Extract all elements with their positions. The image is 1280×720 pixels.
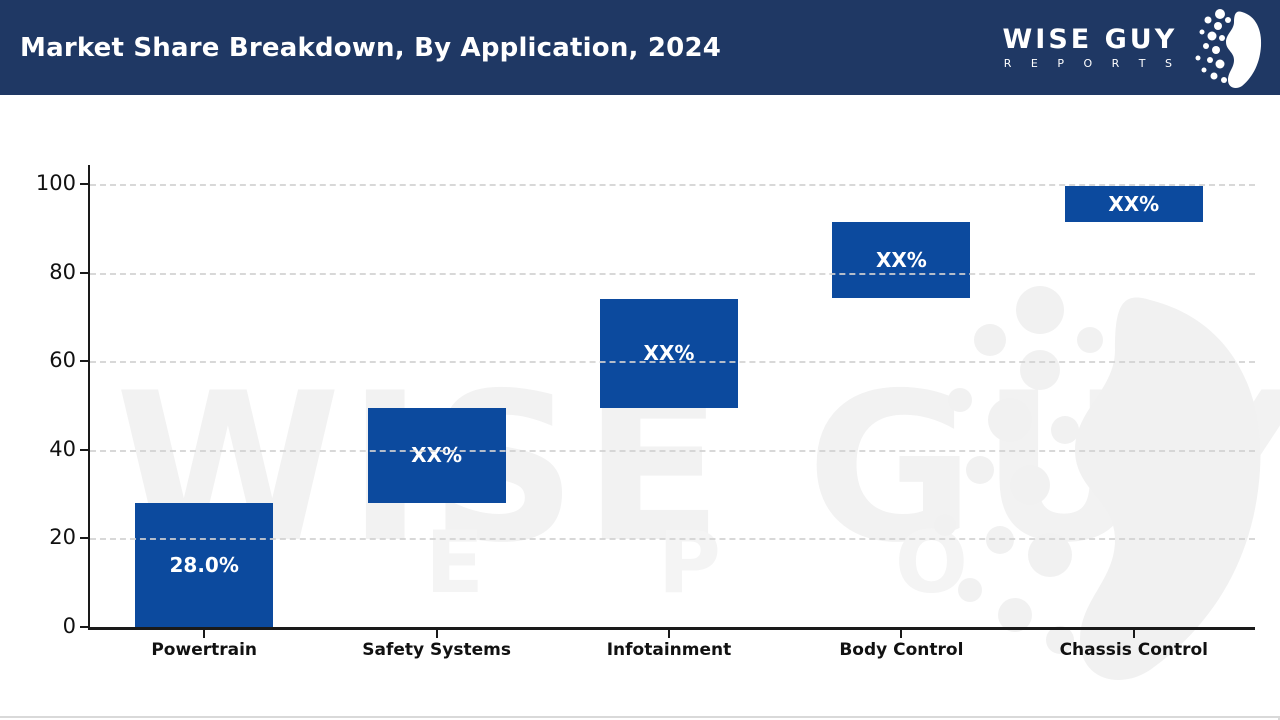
bar-label-chassis-control: XX% <box>1108 191 1160 216</box>
x-tick-mark-powertrain <box>203 630 206 638</box>
gridline-60 <box>90 361 1255 364</box>
y-tick-mark-0 <box>80 626 88 628</box>
y-axis-line <box>88 165 90 629</box>
x-tick-label-body-control: Body Control <box>839 640 964 660</box>
y-tick-label-80: 80 <box>49 259 76 284</box>
brand-subtitle: R E P O R T S <box>1003 56 1180 70</box>
brand-name: WISE GUY <box>1002 23 1178 55</box>
y-tick-label-0: 0 <box>62 614 76 638</box>
brand-wordmark: WISE GUY R E P O R T S <box>1000 26 1180 70</box>
y-tick-mark-100 <box>80 183 88 185</box>
bar-safety-systems: XX% <box>367 407 506 503</box>
bar-label-powertrain: 28.0% <box>169 552 239 577</box>
x-tick-label-safety-systems: Safety Systems <box>362 640 511 660</box>
x-tick-label-infotainment: Infotainment <box>606 640 732 660</box>
page-title: Market Share Breakdown, By Application, … <box>20 32 722 63</box>
y-tick-mark-80 <box>80 271 88 274</box>
bar-infotainment: XX% <box>600 299 738 408</box>
x-tick-mark-chassis-control <box>1132 630 1135 638</box>
gridline-80 <box>90 272 1255 275</box>
x-tick-mark-safety-systems <box>435 630 438 638</box>
y-tick-label-20: 20 <box>49 525 76 550</box>
y-tick-mark-60 <box>80 360 88 363</box>
x-tick-mark-body-control <box>900 630 903 638</box>
bar-label-safety-systems: XX% <box>411 443 463 468</box>
y-tick-label-60: 60 <box>49 348 76 373</box>
bottom-border <box>0 716 1280 718</box>
y-tick-label-40: 40 <box>49 436 76 461</box>
watermark-face-icon <box>934 286 1261 680</box>
brand-logo: WISE GUY R E P O R T S <box>1000 6 1262 90</box>
header-bar: Market Share Breakdown, By Application, … <box>0 0 1280 95</box>
x-tick-mark-infotainment <box>668 630 670 638</box>
bar-body-control: XX% <box>832 222 971 298</box>
bar-label-body-control: XX% <box>875 247 927 272</box>
gridline-100 <box>90 184 1255 186</box>
gridline-40 <box>90 449 1255 452</box>
y-tick-label-100: 100 <box>35 171 76 195</box>
x-axis-line <box>88 627 1255 630</box>
bar-chassis-control: XX% <box>1064 185 1203 223</box>
brand-face-icon <box>1195 8 1262 88</box>
y-tick-mark-40 <box>80 448 88 451</box>
x-tick-label-chassis-control: Chassis Control <box>1059 640 1209 660</box>
gridline-20 <box>90 538 1255 541</box>
x-tick-label-powertrain: Powertrain <box>151 640 258 660</box>
y-tick-mark-20 <box>80 537 88 540</box>
bar-powertrain: 28.0% <box>135 502 274 627</box>
